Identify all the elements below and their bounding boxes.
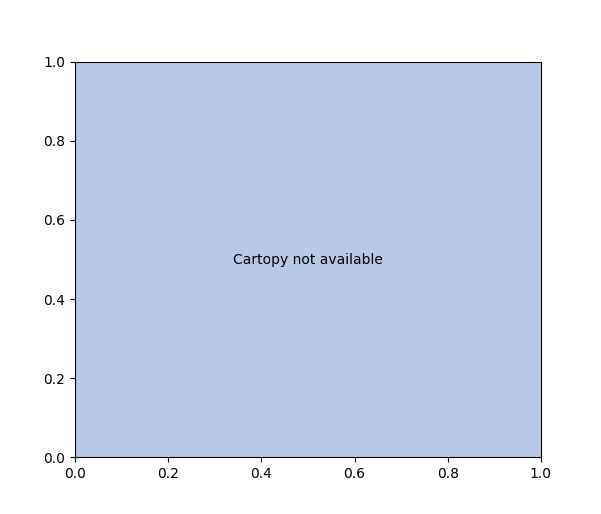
Text: Cartopy not available: Cartopy not available: [233, 252, 383, 267]
